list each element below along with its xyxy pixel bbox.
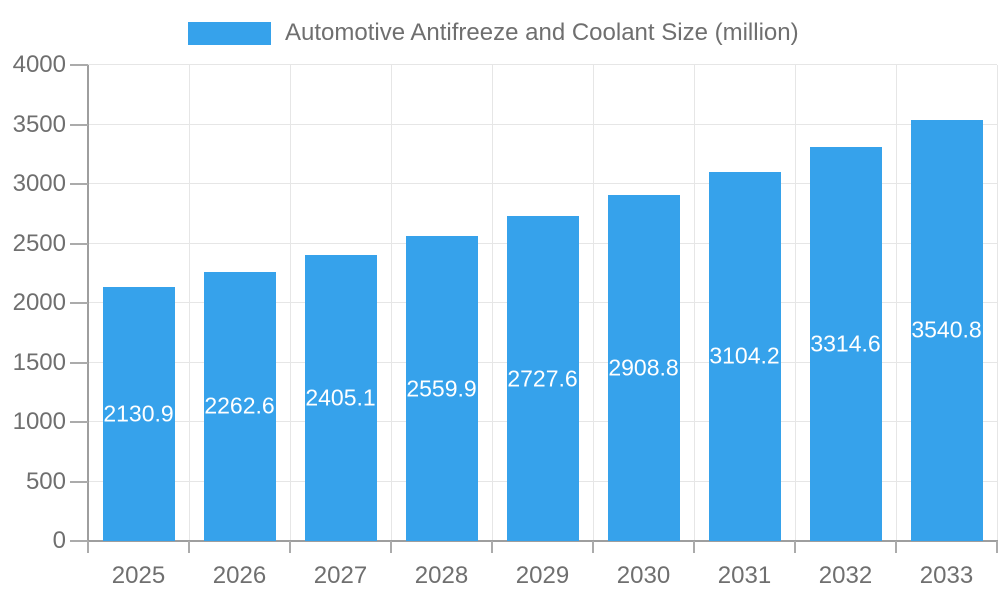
gridline-vertical — [593, 65, 594, 541]
y-tick-label: 3500 — [12, 110, 66, 138]
x-tick-label: 2032 — [818, 562, 873, 589]
gridline-horizontal — [88, 183, 997, 184]
x-tick-label: 2030 — [616, 562, 671, 589]
x-tick-label: 2029 — [515, 562, 570, 589]
y-axis-line — [87, 65, 89, 541]
bar[interactable]: 2405.1 — [304, 254, 377, 541]
y-tick-label: 2500 — [12, 229, 66, 257]
x-axis-tick — [794, 541, 796, 553]
x-axis-tick — [390, 541, 392, 553]
bar[interactable]: 3104.2 — [708, 171, 781, 541]
y-tick-label: 500 — [25, 467, 66, 495]
y-axis-tick — [70, 183, 88, 185]
gridline-vertical — [896, 65, 897, 541]
bar-value-label: 3540.8 — [911, 316, 982, 343]
x-axis-tick — [895, 541, 897, 553]
x-axis-tick — [491, 541, 493, 553]
gridline-vertical — [290, 65, 291, 541]
y-tick-label: 3000 — [12, 170, 66, 197]
y-tick-label: 1500 — [12, 348, 66, 376]
y-axis-tick — [70, 480, 88, 483]
x-axis-tick — [188, 541, 190, 553]
bar-value-label: 2405.1 — [305, 384, 376, 411]
x-axis-tick — [693, 541, 695, 553]
x-axis-line — [87, 540, 998, 542]
chart-legend[interactable]: Automotive Antifreeze and Coolant Size (… — [188, 19, 799, 47]
gridline-vertical — [189, 65, 190, 541]
gridline-horizontal — [88, 64, 997, 65]
y-axis-tick — [70, 540, 88, 542]
y-axis-tick — [70, 302, 88, 304]
y-axis-tick — [70, 64, 88, 66]
bar-value-label: 2727.6 — [507, 365, 578, 392]
x-axis-tick — [592, 541, 594, 553]
y-tick-label: 0 — [52, 527, 66, 554]
y-tick-label: 2000 — [12, 289, 66, 316]
bar[interactable]: 2559.9 — [405, 236, 478, 541]
gridline-vertical — [391, 65, 392, 541]
gridline-vertical — [492, 65, 493, 541]
y-axis-tick — [70, 421, 88, 423]
x-tick-label: 2026 — [212, 562, 267, 589]
x-tick-label: 2028 — [414, 562, 469, 589]
bar-value-label: 3314.6 — [810, 330, 881, 357]
bar-value-label: 2559.9 — [406, 375, 477, 402]
x-axis-tick — [996, 541, 998, 553]
bar-value-label: 3104.2 — [709, 342, 780, 369]
bar[interactable]: 2262.6 — [203, 271, 276, 541]
legend-label: Automotive Antifreeze and Coolant Size (… — [285, 19, 799, 46]
legend-swatch — [188, 21, 271, 45]
bar-value-label: 2908.8 — [608, 354, 679, 381]
y-axis-tick — [70, 361, 88, 364]
gridline-vertical — [795, 65, 796, 541]
gridline-vertical — [997, 65, 998, 541]
bar[interactable]: 3314.6 — [809, 146, 882, 541]
x-tick-label: 2025 — [111, 562, 166, 589]
x-axis-tick — [289, 541, 291, 553]
y-axis-tick — [70, 123, 88, 126]
x-axis-tick — [87, 541, 89, 553]
bar[interactable]: 2727.6 — [506, 216, 579, 541]
y-axis-tick — [70, 242, 88, 245]
x-tick-label: 2027 — [313, 562, 368, 589]
bar-value-label: 2130.9 — [103, 400, 174, 427]
bar[interactable]: 2908.8 — [607, 194, 680, 541]
gridline-horizontal — [88, 123, 997, 125]
bar[interactable]: 2130.9 — [102, 287, 175, 541]
gridline-vertical — [694, 65, 695, 541]
x-tick-label: 2033 — [919, 562, 974, 589]
y-tick-label: 1000 — [12, 408, 66, 435]
bar-value-label: 2262.6 — [204, 392, 275, 419]
y-tick-label: 4000 — [12, 51, 66, 78]
x-tick-label: 2031 — [717, 562, 772, 589]
bar[interactable]: 3540.8 — [910, 119, 983, 541]
